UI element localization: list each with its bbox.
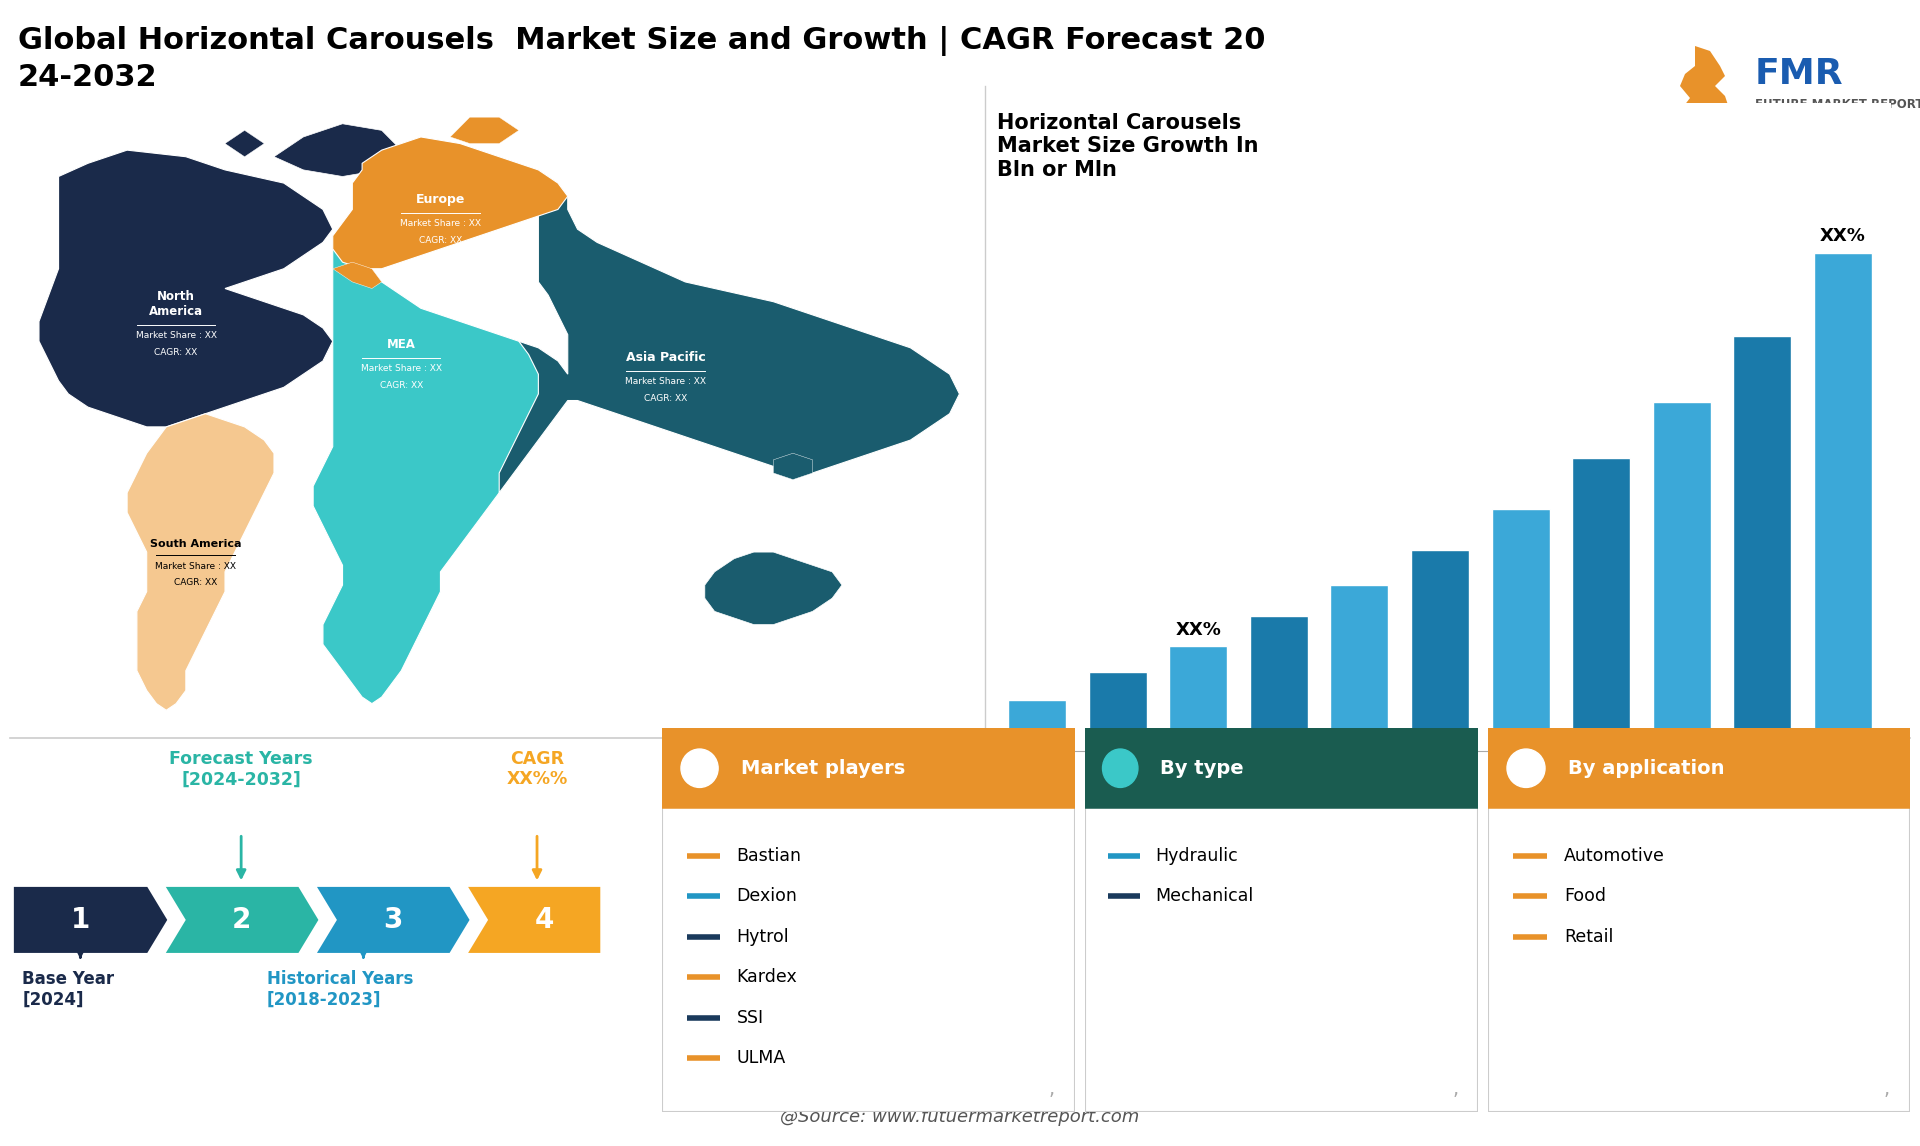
Text: Forecast Years
[2024-2032]: Forecast Years [2024-2032]: [169, 749, 313, 788]
Text: 1: 1: [71, 905, 90, 934]
Polygon shape: [467, 886, 601, 953]
Polygon shape: [163, 886, 319, 953]
Text: Hytrol: Hytrol: [737, 928, 789, 945]
Text: ,: ,: [1048, 1080, 1054, 1099]
Polygon shape: [313, 249, 578, 704]
Text: Europe: Europe: [417, 194, 465, 206]
Text: CAGR: XX: CAGR: XX: [419, 236, 463, 245]
Text: 3: 3: [384, 905, 403, 934]
Polygon shape: [225, 131, 265, 157]
Text: By type: By type: [1160, 759, 1244, 778]
Text: CAGR: XX: CAGR: XX: [380, 380, 422, 390]
Text: Kardex: Kardex: [737, 968, 797, 987]
Text: XX%: XX%: [1820, 227, 1866, 245]
Text: Hydraulic: Hydraulic: [1156, 847, 1238, 865]
Bar: [1331, 586, 1388, 751]
Circle shape: [1102, 749, 1139, 787]
Text: Horizontal Carousels
Market Size Growth In
Bln or Mln: Horizontal Carousels Market Size Growth …: [996, 113, 1258, 180]
Text: CAGR
XX%%: CAGR XX%%: [507, 749, 568, 788]
Text: Global Horizontal Carousels  Market Size and Growth | CAGR Forecast 20
24-2032: Global Horizontal Carousels Market Size …: [17, 26, 1265, 92]
Text: Market Share : XX: Market Share : XX: [136, 331, 217, 340]
Text: Market Share : XX: Market Share : XX: [156, 562, 236, 571]
Text: By application: By application: [1569, 759, 1724, 778]
Polygon shape: [332, 262, 382, 289]
Text: South America: South America: [150, 539, 242, 549]
Polygon shape: [127, 414, 275, 711]
Polygon shape: [449, 117, 518, 143]
Text: Asia Pacific: Asia Pacific: [626, 352, 705, 364]
Text: Market players: Market players: [741, 759, 904, 778]
Polygon shape: [275, 124, 401, 176]
Text: Base Year
[2024]: Base Year [2024]: [23, 970, 115, 1008]
Text: @Source: www.futuermarketreport.com: @Source: www.futuermarketreport.com: [780, 1108, 1140, 1127]
Polygon shape: [315, 886, 470, 953]
Text: Bastian: Bastian: [737, 847, 803, 865]
Text: ,: ,: [1453, 1080, 1459, 1099]
Text: Historical Years
[2018-2023]: Historical Years [2018-2023]: [267, 970, 413, 1008]
Text: CAGR: XX: CAGR: XX: [154, 347, 198, 356]
Polygon shape: [1680, 46, 1730, 126]
Polygon shape: [38, 150, 332, 426]
Bar: [1572, 458, 1630, 751]
Polygon shape: [13, 886, 169, 953]
FancyBboxPatch shape: [662, 804, 1075, 1112]
FancyBboxPatch shape: [1488, 804, 1910, 1112]
Polygon shape: [332, 136, 568, 268]
Text: XX%: XX%: [1175, 621, 1221, 638]
Text: North
America: North America: [150, 290, 204, 319]
Polygon shape: [774, 453, 812, 479]
Circle shape: [1507, 749, 1546, 787]
Text: MEA: MEA: [386, 338, 417, 351]
Circle shape: [1645, 36, 1755, 146]
FancyBboxPatch shape: [1077, 728, 1486, 809]
FancyBboxPatch shape: [655, 728, 1083, 809]
Text: 2: 2: [232, 905, 252, 934]
Text: ,: ,: [1884, 1080, 1889, 1099]
Bar: [1653, 402, 1711, 751]
FancyBboxPatch shape: [1480, 728, 1918, 809]
Polygon shape: [705, 552, 841, 625]
Bar: [1734, 337, 1791, 751]
Bar: [1814, 252, 1872, 751]
Bar: [1089, 672, 1146, 751]
Bar: [1492, 509, 1549, 751]
Bar: [1250, 615, 1308, 751]
Text: ULMA: ULMA: [737, 1050, 785, 1067]
Text: FMR: FMR: [1755, 57, 1843, 91]
Text: Mechanical: Mechanical: [1156, 887, 1254, 905]
Text: Retail: Retail: [1565, 928, 1613, 945]
Text: Market Share : XX: Market Share : XX: [361, 364, 442, 374]
Text: Food: Food: [1565, 887, 1605, 905]
Text: CAGR: XX: CAGR: XX: [643, 394, 687, 403]
Text: Automotive: Automotive: [1565, 847, 1665, 865]
FancyBboxPatch shape: [1085, 804, 1478, 1112]
Bar: [1169, 646, 1227, 751]
Text: 4: 4: [534, 905, 553, 934]
Text: Market Share : XX: Market Share : XX: [399, 219, 480, 228]
Bar: [1411, 550, 1469, 751]
Text: SSI: SSI: [737, 1008, 764, 1027]
Text: Market Share : XX: Market Share : XX: [626, 377, 707, 386]
Text: Dexion: Dexion: [737, 887, 797, 905]
Polygon shape: [499, 170, 960, 493]
Text: CAGR: XX: CAGR: XX: [175, 579, 217, 588]
Circle shape: [682, 749, 718, 787]
Bar: [1008, 700, 1066, 751]
Text: FUTURE MARKET REPORT: FUTURE MARKET REPORT: [1755, 97, 1920, 110]
